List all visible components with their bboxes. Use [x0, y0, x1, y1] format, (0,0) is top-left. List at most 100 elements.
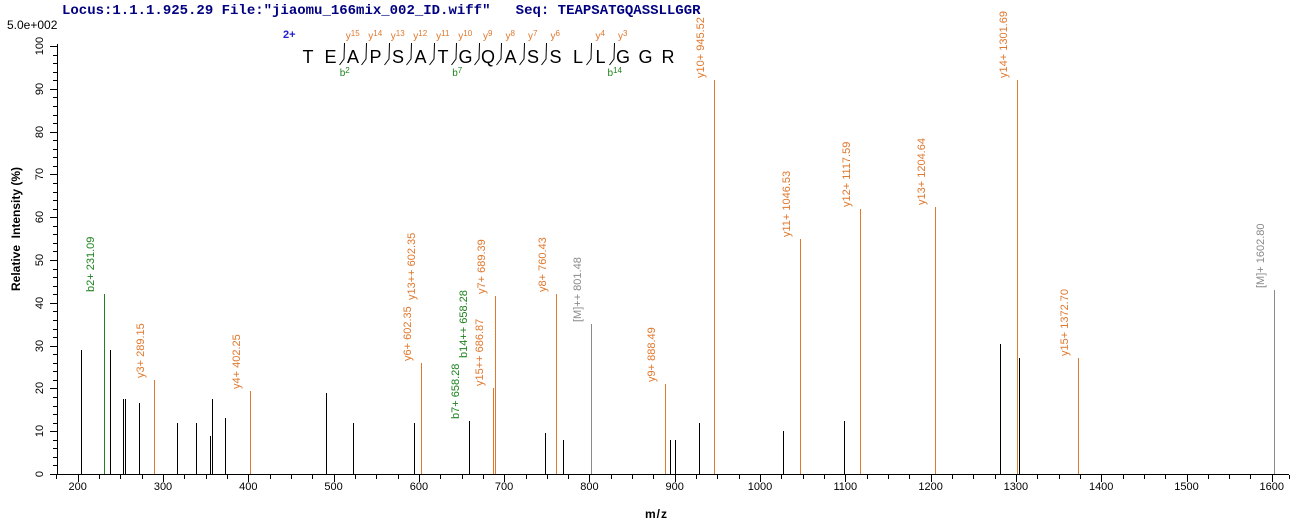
- sequence-residue: T: [437, 47, 449, 67]
- y-tick-label: 20: [34, 382, 46, 395]
- x-tick-label: 1100: [833, 481, 858, 493]
- y-tick: [53, 200, 57, 202]
- x-tick: [440, 475, 442, 479]
- x-tick: [866, 475, 868, 479]
- sequence-residue: S: [549, 47, 562, 67]
- y-tick: [50, 174, 57, 176]
- ion-type: b: [339, 68, 346, 79]
- sequence-residue: A: [346, 47, 360, 67]
- x-tick-label: 1500: [1174, 481, 1199, 493]
- x-tick: [1207, 475, 1209, 479]
- ion-type: y: [550, 31, 556, 42]
- x-tick: [546, 475, 548, 479]
- y-tick: [53, 448, 57, 450]
- ion-number: 6: [555, 29, 560, 38]
- ion-number: 3: [623, 29, 628, 38]
- y-tick-label: 0: [34, 470, 46, 478]
- cleavage-mark: [338, 42, 347, 73]
- y-ion-label: y9: [483, 29, 492, 42]
- y-tick-label: 70: [34, 168, 46, 181]
- peak-b2+: [104, 294, 105, 474]
- x-tick-label: 200: [68, 481, 87, 493]
- peak: [670, 439, 671, 474]
- y-tick: [50, 388, 57, 390]
- peak-label: b7+ 658.28: [449, 363, 462, 419]
- ion-type: y: [483, 31, 489, 42]
- y-tick-label: 80: [34, 125, 46, 138]
- ion-number: 14: [613, 66, 622, 75]
- cleavage-mark: [451, 42, 459, 73]
- x-tick: [248, 475, 250, 482]
- ion-type: y: [345, 31, 351, 42]
- peak: [675, 439, 676, 474]
- x-tick: [290, 475, 292, 479]
- cleavage-mark: [406, 42, 414, 73]
- y-tick: [50, 46, 57, 47]
- y-tick-label: 50: [34, 253, 46, 267]
- b-ion-label: b7: [452, 66, 462, 79]
- x-tick-label: 500: [324, 481, 343, 493]
- y-tick-label: 60: [34, 211, 46, 224]
- y-tick: [53, 362, 57, 364]
- sequence-residue: S: [526, 47, 540, 67]
- peak-label: y12+ 1117.59: [841, 141, 854, 207]
- peak-label: [M]++ 801.48: [571, 257, 584, 323]
- y-tick: [53, 97, 57, 99]
- peak: [110, 349, 111, 474]
- peak-label: y3+ 289.15: [134, 323, 147, 378]
- x-tick: [696, 475, 698, 479]
- peak-label: b2+ 231.09: [85, 236, 98, 293]
- ion-type: b: [607, 68, 614, 79]
- y-tick: [53, 157, 57, 159]
- peak-y13+: [935, 206, 936, 474]
- y-tick: [50, 431, 57, 433]
- x-tick: [717, 475, 719, 479]
- peak-label: b14++ 658.28: [457, 289, 470, 358]
- y-ion-label: y7: [528, 29, 537, 42]
- x-tick: [1015, 475, 1017, 482]
- x-axis-line: [57, 474, 1289, 475]
- x-tick: [376, 475, 378, 479]
- cleavage-mark: [496, 42, 504, 73]
- y-tick: [50, 474, 57, 475]
- y-tick-label: 10: [34, 425, 46, 438]
- cleavage-mark: [541, 42, 549, 73]
- x-tick: [141, 475, 143, 479]
- peak-y3+: [154, 379, 155, 474]
- sequence-residue: P: [369, 47, 382, 67]
- ion-type: y: [505, 31, 511, 42]
- y-tick-label: 40: [34, 296, 46, 309]
- peak-label: y14+ 1301.69: [998, 11, 1011, 79]
- peak-y15+: [1078, 358, 1079, 474]
- y-tick: [53, 337, 57, 338]
- x-tick: [738, 475, 740, 479]
- y-tick: [53, 422, 57, 424]
- peak: [177, 422, 178, 474]
- ion-type: y: [436, 31, 442, 42]
- peak: [545, 433, 546, 474]
- peak: [844, 420, 845, 474]
- peak-y10+: [714, 80, 715, 474]
- y-tick: [53, 311, 57, 313]
- x-tick: [994, 475, 996, 479]
- x-tick: [1122, 475, 1124, 479]
- peak-y14+: [1017, 80, 1018, 474]
- sequence-residue: S: [391, 47, 405, 67]
- y-tick-label: 90: [34, 82, 46, 95]
- y-tick: [53, 80, 57, 82]
- peak: [196, 422, 197, 474]
- sequence-residue: T: [302, 47, 314, 67]
- cleavage-mark: [586, 42, 594, 73]
- y-tick: [53, 123, 57, 124]
- y-tick: [53, 225, 57, 227]
- x-tick: [163, 475, 164, 482]
- y-tick: [53, 148, 57, 150]
- x-tick: [461, 475, 463, 479]
- ion-number: 10: [463, 29, 473, 38]
- y-tick: [53, 397, 57, 398]
- y-ion-label: y10: [458, 29, 473, 42]
- ion-type: y: [458, 31, 464, 42]
- precursor-charge-label: 2+: [283, 29, 296, 41]
- peak-y7+: [495, 296, 496, 474]
- ion-type: y: [390, 31, 396, 42]
